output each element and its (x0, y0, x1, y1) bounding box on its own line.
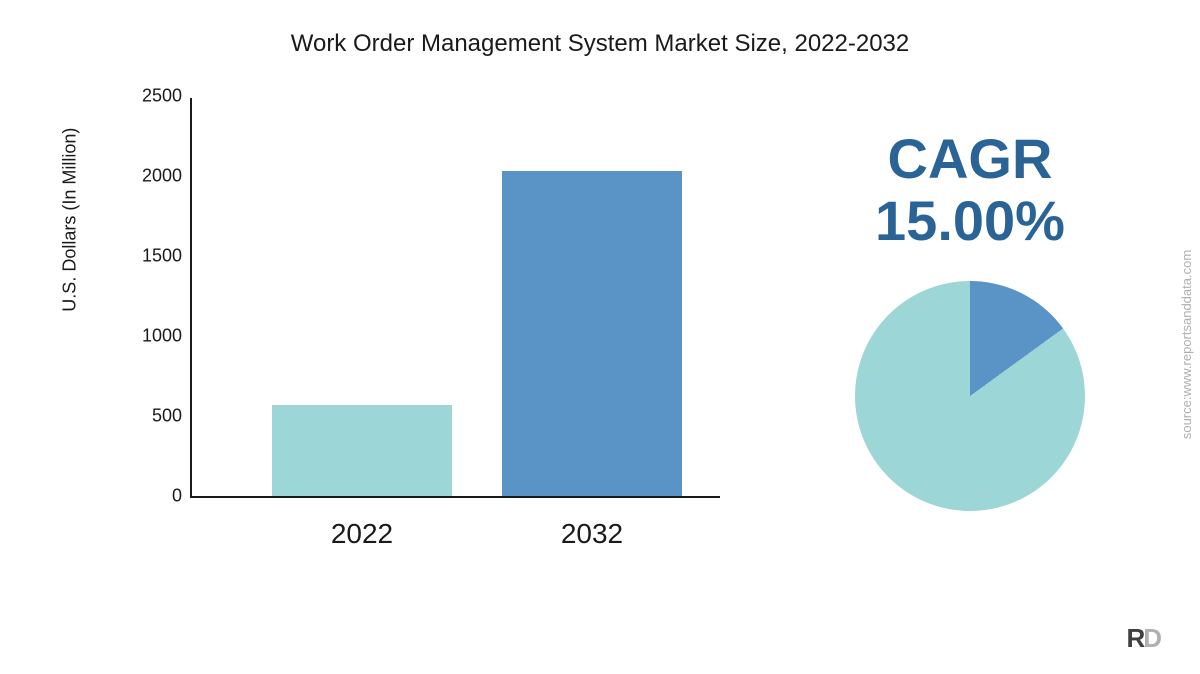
pie-chart (855, 281, 1085, 511)
source-text: source:www.reportsanddata.com (1179, 250, 1194, 439)
logo-r: R (1126, 623, 1143, 653)
y-tick: 500 (122, 406, 182, 427)
bar-chart: U.S. Dollars (In Million) 05001000150020… (100, 98, 720, 578)
cagr-label: CAGR (780, 128, 1160, 190)
plot-area: 0500100015002000250020222032 (190, 98, 720, 498)
logo: RD (1126, 623, 1160, 654)
content-row: U.S. Dollars (In Million) 05001000150020… (40, 98, 1160, 578)
y-tick: 2000 (122, 166, 182, 187)
y-tick: 1500 (122, 246, 182, 267)
cagr-value: 15.00% (780, 190, 1160, 252)
x-label-2022: 2022 (292, 518, 432, 550)
info-panel: CAGR 15.00% (780, 98, 1160, 578)
chart-title: Work Order Management System Market Size… (40, 30, 1160, 58)
bar-2022 (272, 405, 452, 496)
y-axis-label: U.S. Dollars (In Million) (60, 128, 81, 312)
x-label-2032: 2032 (522, 518, 662, 550)
y-tick: 0 (122, 486, 182, 507)
pie-wrap (780, 281, 1160, 511)
bar-2032 (502, 171, 682, 496)
logo-d: D (1143, 623, 1160, 653)
y-tick: 1000 (122, 326, 182, 347)
y-tick: 2500 (122, 86, 182, 107)
